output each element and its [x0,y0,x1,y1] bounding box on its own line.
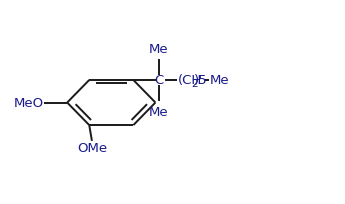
Text: Me: Me [210,74,229,87]
Text: Me: Me [149,106,169,119]
Text: OMe: OMe [77,142,107,155]
Text: Me: Me [149,42,169,55]
Text: MeO: MeO [13,96,43,110]
Text: 2: 2 [191,78,198,88]
Text: (CH: (CH [177,74,202,87]
Text: )5: )5 [194,74,208,87]
Text: C: C [154,74,164,87]
